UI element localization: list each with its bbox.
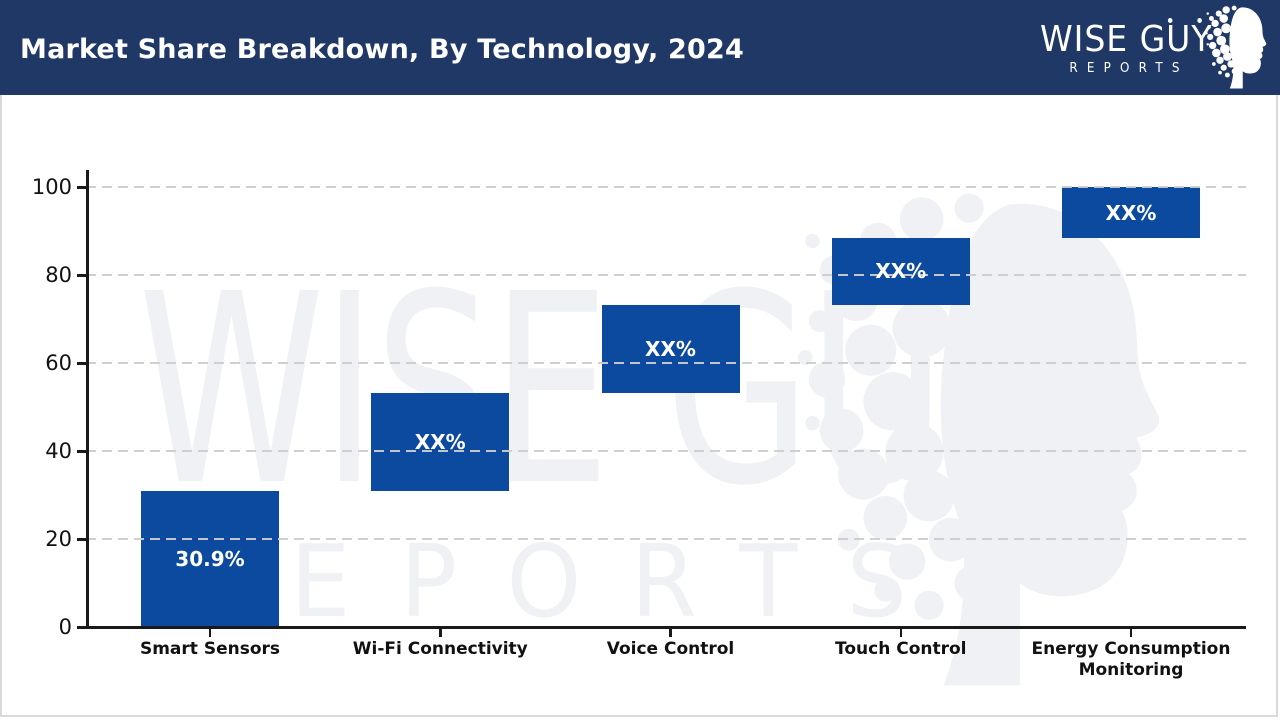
y-tick-mark	[77, 362, 86, 365]
bar-value-label: XX%	[875, 259, 927, 284]
bar-value-label: XX%	[414, 429, 466, 454]
waterfall-bar	[1062, 187, 1200, 239]
brand-logo-subtitle: REPORTS	[1068, 61, 1189, 76]
x-category-label: Wi-Fi Connectivity	[352, 639, 528, 659]
y-tick-label: 20	[45, 527, 72, 551]
brand-logo: WISE GUY REPORTS	[1025, 5, 1269, 90]
waterfall-bar	[141, 491, 279, 627]
y-tick-label: 40	[45, 439, 72, 463]
y-tick-label: 0	[58, 615, 72, 639]
x-category-label: Energy Consumption Monitoring	[1031, 639, 1231, 680]
x-category-label: Smart Sensors	[139, 639, 281, 659]
x-tick-mark	[899, 628, 902, 637]
bar-value-label: XX%	[645, 336, 696, 361]
x-category-label: Touch Control	[835, 639, 967, 659]
y-tick-label: 100	[31, 175, 72, 199]
bar-value-label: 30.9%	[175, 547, 245, 572]
brand-logo-text: WISE GUY REPORTS	[1039, 18, 1213, 76]
header-bar: Market Share Breakdown, By Technology, 2…	[0, 0, 1280, 95]
x-tick-mark	[669, 628, 672, 637]
page-title: Market Share Breakdown, By Technology, 2…	[20, 34, 745, 65]
y-tick-label: 80	[45, 263, 72, 287]
gridline	[86, 362, 1246, 364]
x-axis-line	[86, 626, 1246, 629]
bar-value-label: XX%	[1105, 200, 1157, 225]
watermark-dotted-head	[797, 193, 1160, 686]
y-tick-mark	[77, 274, 86, 277]
y-tick-mark	[77, 186, 86, 189]
gridline	[86, 274, 1246, 276]
y-tick-label: 60	[45, 351, 72, 375]
waterfall-bar	[601, 304, 740, 393]
gridline	[86, 186, 1246, 188]
x-tick-mark	[208, 628, 212, 637]
watermark-subtitle-text: REPORTS	[175, 523, 957, 640]
x-category-label: Voice Control	[606, 639, 735, 659]
waterfall-bar	[831, 238, 970, 305]
y-axis-line	[86, 170, 89, 629]
y-tick-mark	[77, 538, 86, 541]
x-tick-mark	[1129, 628, 1133, 637]
dotted-head-icon	[1205, 5, 1267, 89]
gridline	[86, 538, 1246, 540]
y-tick-mark	[77, 626, 86, 629]
waterfall-bar	[371, 392, 510, 492]
x-tick-mark	[439, 628, 442, 637]
logo-umlaut-dot	[1166, 18, 1172, 23]
logo-umlaut-dot	[1196, 18, 1201, 23]
y-tick-mark	[77, 450, 86, 453]
brand-logo-name: WISE GUY	[1039, 19, 1212, 60]
gridline	[86, 450, 1246, 452]
